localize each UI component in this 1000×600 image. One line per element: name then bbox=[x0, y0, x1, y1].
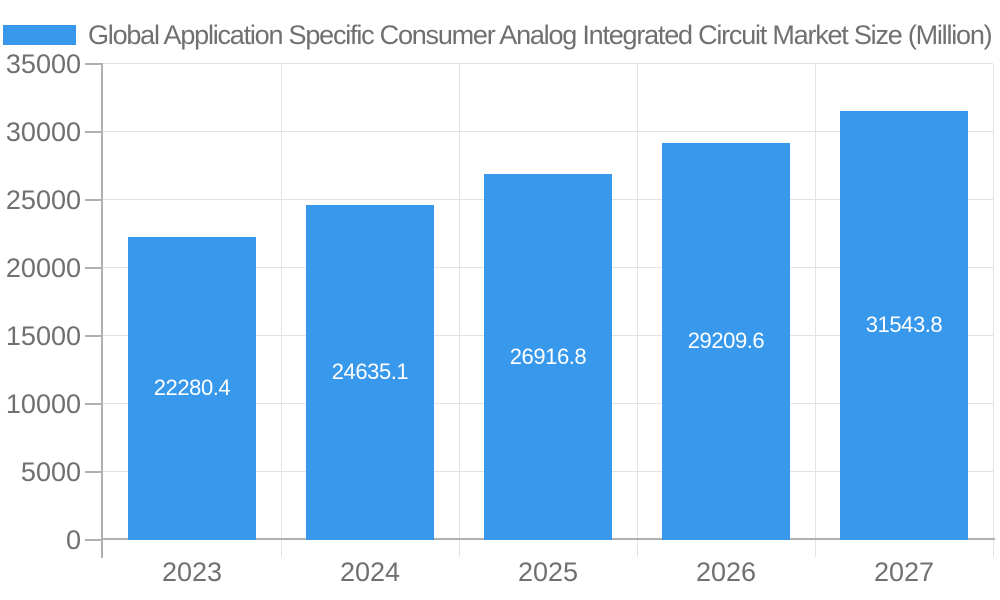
bar: 29209.6 bbox=[662, 142, 790, 540]
y-tick bbox=[85, 63, 103, 65]
y-tick-label: 30000 bbox=[5, 117, 81, 147]
legend-label: Global Application Specific Consumer Ana… bbox=[88, 20, 993, 50]
y-tick-label: 35000 bbox=[5, 49, 81, 79]
legend: Global Application Specific Consumer Ana… bbox=[3, 20, 993, 50]
y-axis-line bbox=[101, 64, 103, 558]
y-tick bbox=[85, 539, 103, 541]
x-tick bbox=[458, 540, 460, 557]
y-tick-label: 25000 bbox=[5, 185, 81, 215]
bar: 31543.8 bbox=[840, 111, 968, 540]
bar-value-label: 31543.8 bbox=[865, 312, 943, 338]
x-tick bbox=[992, 540, 994, 557]
x-tick-label: 2024 bbox=[339, 557, 401, 587]
x-tick-label: 2023 bbox=[161, 557, 223, 587]
x-tick bbox=[814, 540, 816, 557]
bar: 24635.1 bbox=[306, 204, 434, 540]
bar-value-label: 26916.8 bbox=[509, 343, 587, 369]
y-tick-label: 5000 bbox=[20, 457, 81, 487]
bar-value-label: 24635.1 bbox=[331, 359, 409, 385]
bar-value-label: 29209.6 bbox=[687, 328, 765, 354]
y-tick bbox=[85, 471, 103, 473]
y-tick bbox=[85, 199, 103, 201]
x-tick bbox=[636, 540, 638, 557]
bar-value-label: 22280.4 bbox=[153, 375, 231, 401]
gridline-v bbox=[281, 64, 282, 540]
x-tick-label: 2027 bbox=[873, 557, 935, 587]
y-tick bbox=[85, 403, 103, 405]
y-tick-label: 0 bbox=[65, 525, 81, 555]
gridline-v bbox=[459, 64, 460, 540]
x-tick-label: 2025 bbox=[517, 557, 579, 587]
y-tick bbox=[85, 131, 103, 133]
y-tick bbox=[85, 267, 103, 269]
bar: 26916.8 bbox=[484, 173, 612, 540]
y-tick-label: 10000 bbox=[5, 389, 81, 419]
y-tick-label: 15000 bbox=[5, 321, 81, 351]
gridline-h bbox=[103, 63, 993, 64]
x-tick bbox=[280, 540, 282, 557]
y-tick-label: 20000 bbox=[5, 253, 81, 283]
gridline-v bbox=[993, 64, 994, 540]
legend-swatch bbox=[3, 25, 76, 45]
y-tick bbox=[85, 335, 103, 337]
x-tick-label: 2026 bbox=[695, 557, 757, 587]
gridline-v bbox=[637, 64, 638, 540]
bar: 22280.4 bbox=[128, 236, 256, 540]
gridline-h bbox=[103, 131, 993, 132]
gridline-v bbox=[815, 64, 816, 540]
